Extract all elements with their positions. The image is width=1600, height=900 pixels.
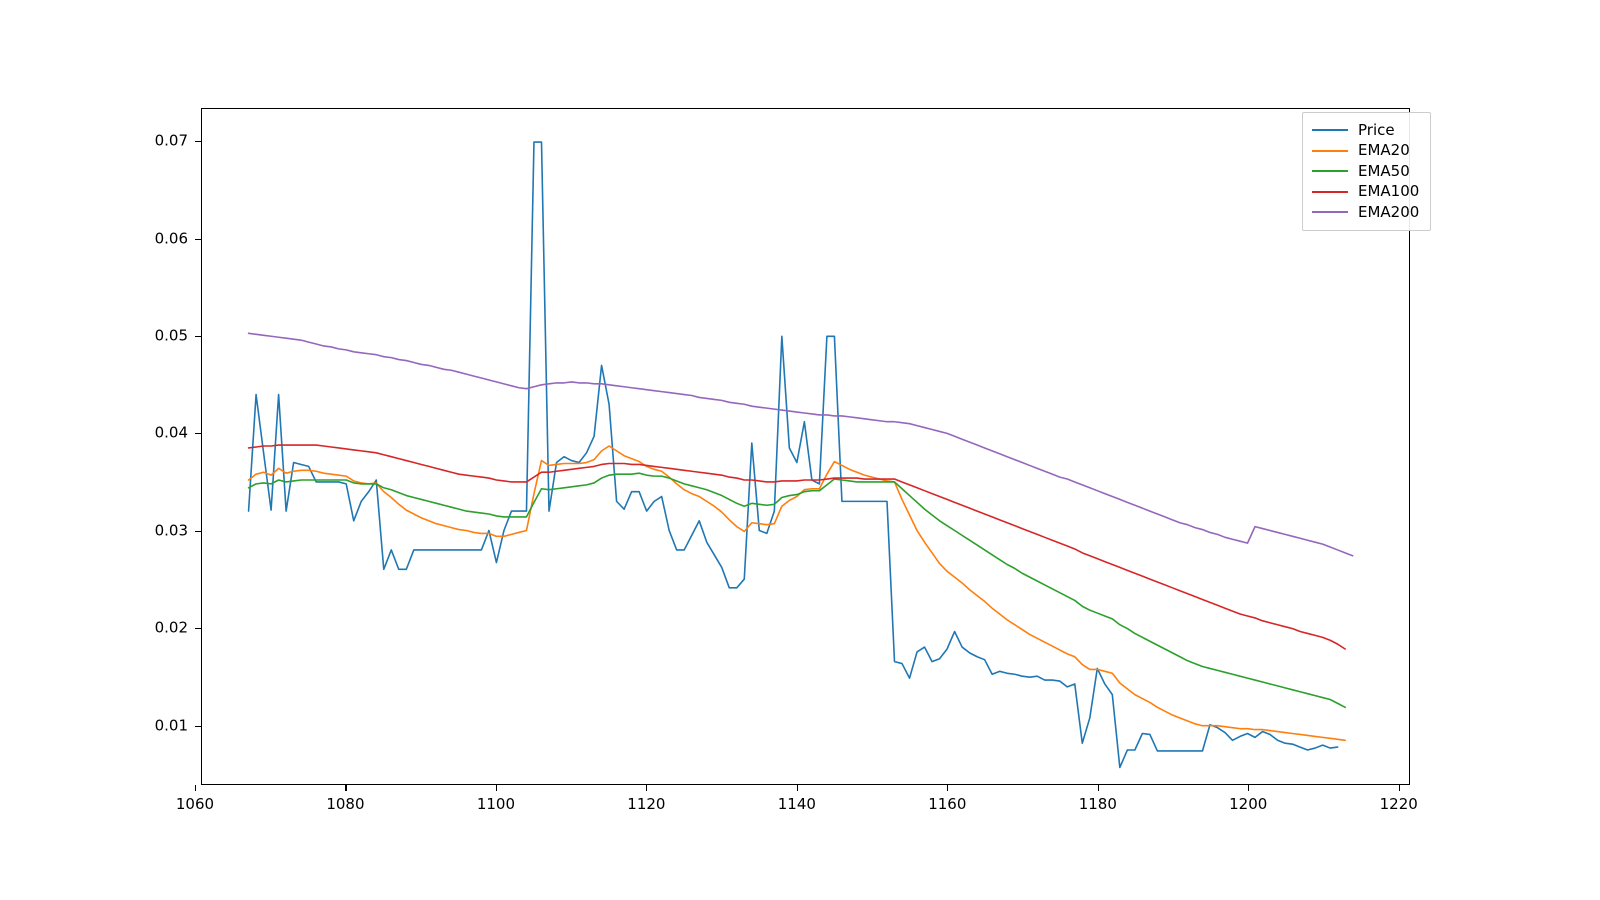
legend-item-ema200[interactable]: EMA200 bbox=[1312, 202, 1419, 223]
legend-item-price[interactable]: Price bbox=[1312, 120, 1419, 141]
legend-label: EMA100 bbox=[1358, 182, 1420, 201]
y-tick-mark bbox=[195, 530, 201, 532]
x-tick-label: 1160 bbox=[928, 795, 967, 813]
y-tick-label: 0.06 bbox=[154, 229, 188, 248]
x-tick-mark bbox=[947, 785, 949, 791]
x-tick-mark bbox=[495, 785, 497, 791]
y-tick-label: 0.02 bbox=[154, 618, 188, 637]
x-tick-label: 1180 bbox=[1078, 795, 1117, 813]
legend-label: Price bbox=[1358, 120, 1395, 139]
plot-axes bbox=[201, 108, 1410, 785]
legend-item-ema20[interactable]: EMA20 bbox=[1312, 141, 1419, 162]
y-tick-label: 0.05 bbox=[154, 326, 188, 345]
y-tick-mark bbox=[195, 725, 201, 727]
series-line-ema100 bbox=[249, 445, 1346, 649]
y-tick-mark bbox=[195, 628, 201, 630]
x-tick-label: 1220 bbox=[1379, 795, 1418, 813]
y-tick-label: 0.03 bbox=[154, 521, 188, 540]
legend-label: EMA200 bbox=[1358, 202, 1420, 221]
y-tick-mark bbox=[195, 238, 201, 240]
x-tick-mark bbox=[646, 785, 648, 791]
y-tick-mark bbox=[195, 141, 201, 143]
x-tick-label: 1120 bbox=[627, 795, 666, 813]
x-tick-mark bbox=[1398, 785, 1400, 791]
x-tick-label: 1060 bbox=[175, 795, 215, 813]
series-line-ema20 bbox=[249, 446, 1346, 740]
x-tick-mark bbox=[194, 785, 197, 791]
y-tick-label: 0.07 bbox=[154, 131, 188, 150]
legend-swatch-price bbox=[1312, 129, 1348, 132]
x-tick-label: 1140 bbox=[777, 795, 816, 813]
y-tick-label: 0.04 bbox=[154, 423, 188, 442]
series-line-price bbox=[249, 142, 1338, 767]
series-line-ema200 bbox=[249, 333, 1353, 555]
legend-label: EMA20 bbox=[1358, 141, 1410, 160]
legend-swatch-ema50 bbox=[1312, 170, 1348, 173]
legend-swatch-ema100 bbox=[1312, 190, 1348, 193]
x-tick-mark bbox=[345, 785, 347, 791]
legend-swatch-ema200 bbox=[1312, 211, 1348, 214]
y-tick-mark bbox=[195, 335, 201, 338]
series-layer bbox=[202, 109, 1409, 784]
y-tick-mark bbox=[195, 433, 201, 435]
series-line-ema50 bbox=[249, 473, 1346, 707]
x-tick-mark bbox=[1097, 785, 1099, 791]
legend-item-ema100[interactable]: EMA100 bbox=[1312, 182, 1419, 203]
legend-swatch-ema20 bbox=[1312, 149, 1348, 152]
x-tick-label: 1200 bbox=[1229, 795, 1268, 813]
legend-item-ema50[interactable]: EMA50 bbox=[1312, 161, 1419, 182]
x-tick-label: 1080 bbox=[326, 795, 365, 813]
chart-legend[interactable]: Price EMA20 EMA50 EMA100 EMA200 bbox=[1302, 112, 1432, 231]
x-tick-label: 1100 bbox=[476, 795, 515, 813]
legend-label: EMA50 bbox=[1358, 161, 1410, 180]
x-tick-mark bbox=[796, 785, 798, 791]
x-tick-mark bbox=[1248, 785, 1250, 791]
y-tick-label: 0.01 bbox=[154, 716, 188, 735]
